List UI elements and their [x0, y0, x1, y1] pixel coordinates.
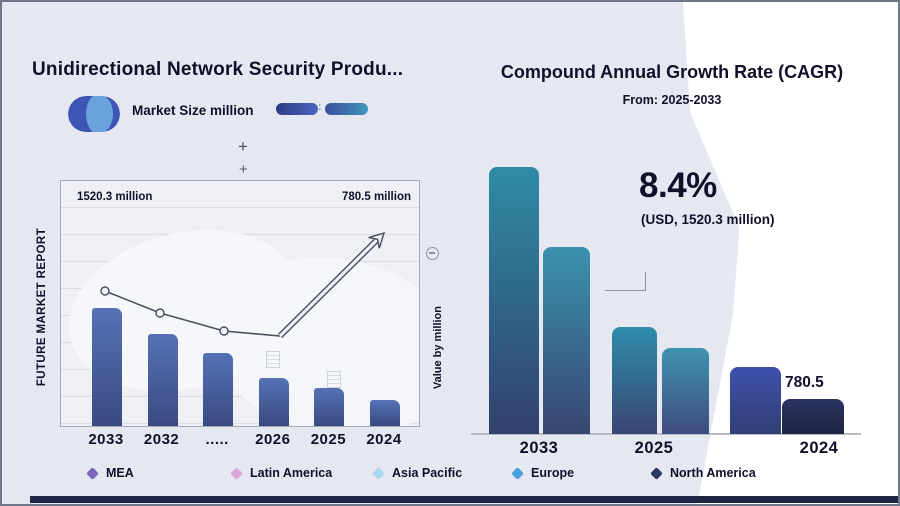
- bottom-accent-bar: [30, 496, 898, 503]
- market-xtick: 2032: [143, 431, 180, 448]
- trend-arrow-svg: [100, 231, 386, 339]
- y-axis-label: Value by million: [432, 306, 444, 390]
- market-xtick: 2024: [366, 431, 402, 448]
- market-bar-2026: [258, 378, 289, 426]
- end-value-label: 780.5 million: [341, 191, 411, 203]
- market-bar-2024: [370, 400, 400, 426]
- market-chart-panel: 1520.3 million 780.5 million: [60, 180, 420, 427]
- market-bar-2033: [92, 308, 122, 426]
- legend-label: Europe: [531, 466, 575, 480]
- legend-diamond-icon: [230, 466, 243, 480]
- cagr-bar-2024-secondary: [782, 399, 844, 434]
- legend-item-asia-pacific: Asia Pacific: [372, 466, 463, 480]
- legend-diamond-icon: [650, 466, 663, 480]
- cagr-title: Compound Annual Growth Rate (CAGR): [500, 62, 844, 82]
- legend-item-mea: MEA: [86, 466, 134, 480]
- cagr-value: 8.4%: [639, 166, 717, 205]
- market-bar-2032: [147, 334, 178, 426]
- cagr-subtitle: From: 2025-2033: [622, 93, 722, 107]
- cagr-bar-2033-secondary: [543, 247, 590, 434]
- legend-item-north-america: North America: [650, 466, 756, 480]
- cagr-bar-2025-primary: [612, 327, 657, 434]
- cagr-bar-2025-secondary: [662, 348, 709, 434]
- legend-item-latin-america: Latin America: [230, 466, 333, 480]
- ratio-pill-left: [276, 103, 318, 115]
- legend-diamond-icon: [511, 466, 524, 480]
- watermark-vertical-text: FUTURE MARKET REPORT: [36, 228, 48, 387]
- legend-diamond-icon: [86, 466, 99, 480]
- start-value-label: 1520.3 million: [77, 191, 153, 203]
- cagr-note: (USD, 1520.3 million): [641, 212, 775, 227]
- market-xtick: 2026: [255, 431, 291, 448]
- legend-item-europe: Europe: [511, 466, 575, 480]
- watermark-doc-icon: [327, 371, 341, 388]
- cagr-chart: 8.4% (USD, 1520.3 million) 780.5 2033 202…: [467, 152, 867, 462]
- cagr-bar-2033-primary: [489, 167, 539, 434]
- legend-diamond-icon: [372, 466, 385, 480]
- legend: MEA Latin America Asia Pacific Europe North …: [2, 466, 898, 486]
- market-bar-.....: [203, 353, 234, 426]
- cagr-bar-2024-primary: [730, 367, 781, 434]
- plus-mark-icon[interactable]: +: [238, 137, 248, 156]
- legend-label: Latin America: [250, 466, 333, 480]
- cylinder-icon: [68, 96, 120, 132]
- market-xtick: 2033: [88, 431, 124, 448]
- watermark-doc-icon: [266, 351, 280, 368]
- market-xtick: .....: [205, 431, 229, 448]
- cagr-xtick: 2025: [634, 439, 674, 457]
- market-xtick: 2025: [310, 431, 347, 448]
- bar-value-label: 780.5: [785, 374, 824, 391]
- cylinder-cap: [86, 96, 113, 132]
- ratio-pill-right: [325, 103, 368, 115]
- market-xticks: 2033 2032..... 2026 2025 2024: [60, 431, 420, 449]
- legend-label: Asia Pacific: [392, 466, 463, 480]
- plus-mark-icon-2[interactable]: +: [239, 161, 248, 178]
- market-bar-2025: [314, 388, 345, 426]
- legend-label: MEA: [106, 466, 134, 480]
- ratio-separator: :: [318, 102, 322, 113]
- market-size-label: Market Size million: [132, 103, 254, 118]
- cagr-xtick: 2033: [519, 439, 559, 457]
- callout-bracket: [605, 272, 646, 291]
- zoom-out-icon[interactable]: [426, 247, 439, 260]
- legend-label: North America: [670, 466, 756, 480]
- cagr-xtick: 2024: [799, 439, 839, 457]
- left-chart-title: Unidirectional Network Security Produ...: [32, 59, 404, 80]
